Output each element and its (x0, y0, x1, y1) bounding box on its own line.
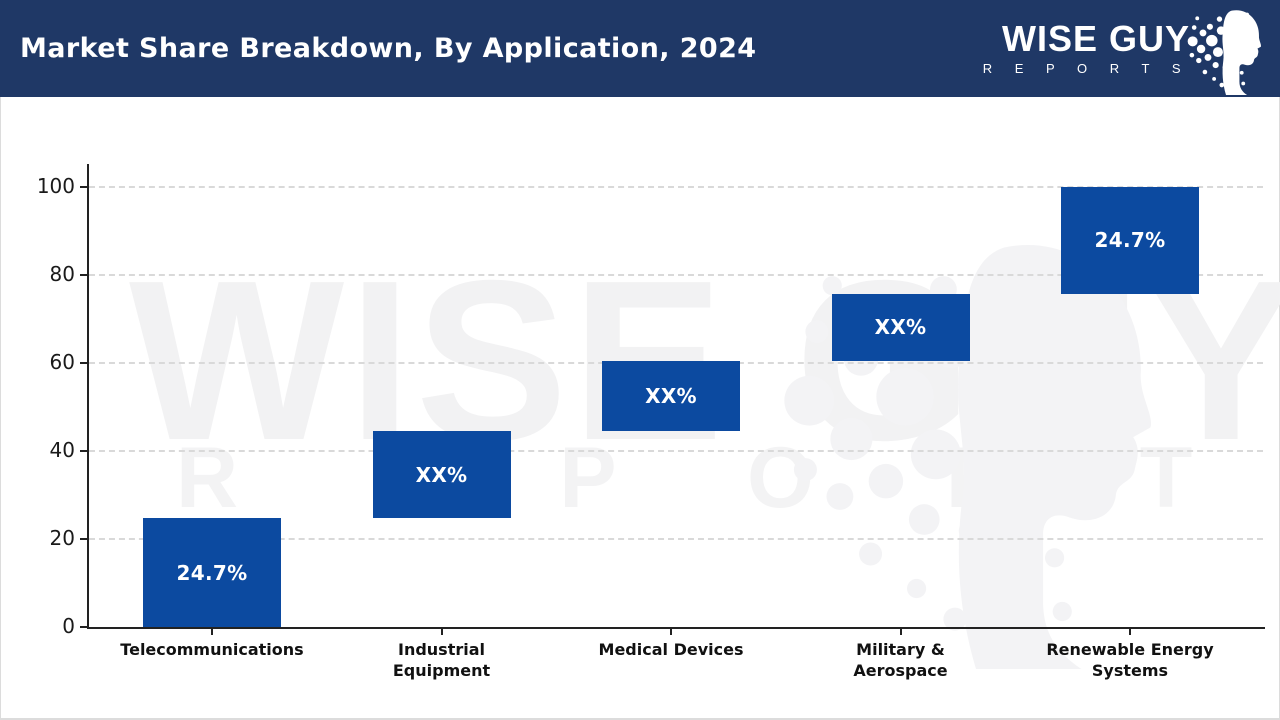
logo-wordmark: WISE GUY R E P O R T S (979, 18, 1190, 77)
x-category-label-military-aerospace: Military & Aerospace (786, 640, 1016, 682)
y-tick-mark-40 (80, 450, 87, 452)
x-tick-mark-telecommunications (211, 629, 213, 635)
gridline-20 (89, 538, 1263, 540)
x-category-label-line: Medical Devices (598, 640, 744, 659)
y-tick-mark-60 (80, 362, 87, 364)
x-category-label-medical-devices: Medical Devices (556, 640, 786, 661)
y-tick-label-60: 60 (49, 350, 75, 374)
y-tick-label-20: 20 (49, 526, 75, 550)
gridline-100 (89, 186, 1263, 188)
bar-industrial-equipment: XX% (372, 431, 511, 519)
x-category-label-industrial-equipment: Industrial Equipment (327, 640, 557, 682)
page-title: Market Share Breakdown, By Application, … (20, 33, 757, 64)
y-tick-label-100: 100 (36, 174, 75, 198)
x-tick-mark-military-aerospace (899, 629, 902, 635)
x-category-label-telecommunications: Telecommunications (97, 640, 327, 661)
x-tick-mark-industrial-equipment (440, 629, 443, 635)
x-category-label-line: Military & (856, 640, 945, 659)
gridline-80 (89, 274, 1263, 276)
bar-medical-devices: XX% (602, 360, 740, 432)
bar-value-label-telecommunications: 24.7% (176, 560, 248, 585)
y-tick-label-0: 0 (62, 614, 75, 638)
y-tick-mark-100 (80, 186, 87, 188)
bar-value-label-renewable-energy-systems: 24.7% (1094, 228, 1166, 253)
gridline-40 (89, 450, 1263, 452)
y-tick-mark-80 (80, 274, 87, 276)
x-category-label-renewable-energy-systems: Renewable Energy Systems (1015, 640, 1245, 682)
logo-wordmark-line2: R E P O R T S (982, 61, 1190, 76)
bar-value-label-military-aerospace: XX% (874, 315, 927, 340)
wiseguy-logo: WISE GUY R E P O R T S (979, 0, 1280, 97)
x-category-label-line: Industrial (397, 640, 485, 659)
bar-renewable-energy-systems: 24.7% (1061, 187, 1199, 294)
x-tick-mark-renewable-energy-systems (1129, 629, 1131, 635)
x-category-label-line: Aerospace (853, 660, 948, 680)
y-tick-label-40: 40 (49, 438, 75, 462)
wise-guy-head-icon (1174, 3, 1278, 95)
x-category-label-line: Equipment (392, 660, 491, 680)
y-axis-line (87, 164, 89, 629)
bar-value-label-industrial-equipment: XX% (415, 462, 468, 487)
x-category-label-line: Renewable Energy (1046, 640, 1214, 659)
bar-military-aerospace: XX% (831, 293, 970, 361)
y-tick-mark-20 (80, 538, 87, 540)
chart-area: WISE GUY R E P O R T S 02040608010024.7%… (0, 97, 1280, 720)
x-category-label-line: Telecommunications (120, 640, 304, 659)
x-tick-mark-medical-devices (670, 629, 672, 635)
y-tick-label-80: 80 (49, 262, 75, 286)
bar-telecommunications: 24.7% (143, 518, 281, 627)
x-axis-line (87, 627, 1265, 629)
bar-value-label-medical-devices: XX% (645, 383, 697, 408)
y-tick-mark-0 (80, 626, 87, 628)
header-bar: Market Share Breakdown, By Application, … (0, 0, 1280, 97)
x-category-label-line: Systems (1091, 660, 1169, 680)
watermark-reports: R E P O R T S (176, 430, 1280, 526)
logo-wordmark-line1: WISE GUY (1001, 18, 1190, 59)
